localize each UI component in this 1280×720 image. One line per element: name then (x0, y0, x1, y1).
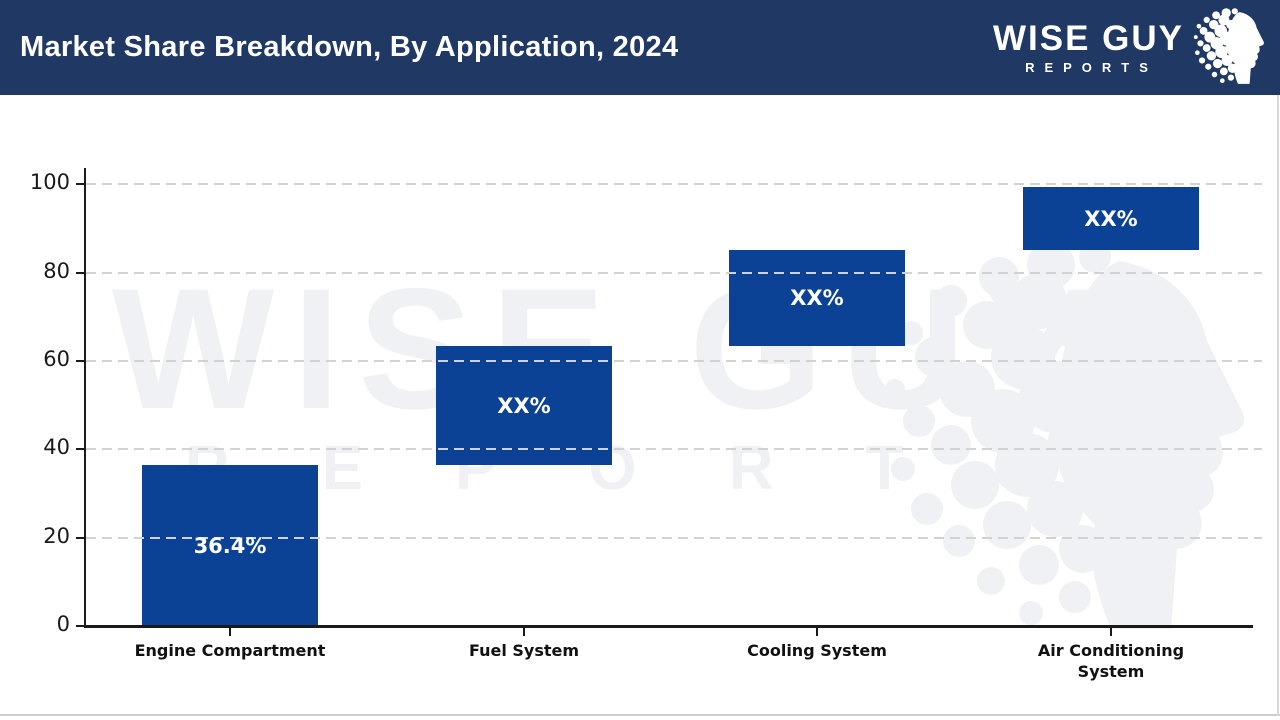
plot: 0 20 40 60 80 100 36.4% XX% XX% XX% Engine Compart… (0, 95, 1280, 720)
bar-value-label: XX% (1084, 206, 1138, 231)
x-tick (523, 626, 525, 636)
x-tick (229, 626, 231, 636)
wiseguy-logo: WISE GUY REPORTS (993, 6, 1266, 90)
y-tick-label: 40 (43, 435, 70, 460)
y-tick-label: 80 (43, 258, 70, 283)
bar (729, 249, 905, 346)
y-tick (76, 448, 86, 451)
logo-face-icon (1193, 8, 1264, 84)
y-tick (76, 625, 86, 627)
y-tick-label: 60 (43, 346, 70, 371)
x-category-label: Fuel System (468, 641, 580, 660)
chart-title: Market Share Breakdown, By Application, … (20, 31, 679, 63)
x-tick (1110, 626, 1112, 636)
x-category-label: Air Conditioning System (1037, 641, 1185, 681)
chart-area: WISE GUY REPORTS 0 20 40 60 80 100 36.4% XX% XX%… (0, 95, 1280, 720)
grid-line (86, 271, 1262, 274)
logo-wordmark: WISE GUY REPORTS (992, 19, 1184, 75)
grid-line (86, 183, 1262, 186)
y-tick-label: 100 (29, 170, 70, 195)
x-tick (816, 626, 818, 636)
logo-wordmark-line2: REPORTS (1025, 59, 1158, 75)
bar-value-label: XX% (790, 285, 844, 310)
y-tick (76, 536, 86, 539)
y-tick-label: 20 (43, 523, 70, 548)
bar (1023, 187, 1199, 250)
bar-value-label: XX% (497, 393, 551, 418)
x-axis-line (84, 625, 1253, 628)
x-category-label: Cooling System (747, 641, 887, 660)
bar-value-label: 36.4% (193, 533, 267, 558)
y-tick (76, 183, 86, 186)
y-axis-line (84, 168, 86, 628)
grid-line (86, 536, 1262, 539)
y-tick (76, 271, 86, 274)
x-category-label: Engine Compartment (134, 641, 326, 660)
page-bottom-border (0, 714, 1280, 716)
report-header: Market Share Breakdown, By Application, … (0, 0, 1280, 95)
bar (142, 465, 318, 626)
grid-line (86, 359, 1262, 362)
grid-line (86, 448, 1262, 451)
logo-wordmark-line1: WISE GUY (992, 19, 1184, 59)
y-tick (76, 359, 86, 362)
bar (436, 345, 612, 466)
page-right-border (1277, 95, 1279, 716)
y-tick-label: 0 (56, 612, 70, 636)
